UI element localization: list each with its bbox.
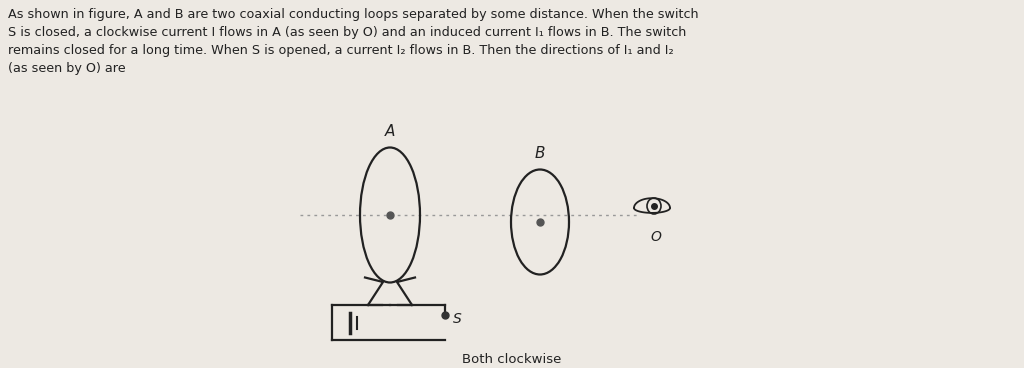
Text: O: O bbox=[650, 230, 662, 244]
Text: B: B bbox=[535, 146, 545, 162]
Text: S: S bbox=[453, 312, 462, 326]
Text: A: A bbox=[385, 124, 395, 139]
Text: Both clockwise: Both clockwise bbox=[462, 353, 562, 366]
Text: As shown in figure, A and B are two coaxial conducting loops separated by some d: As shown in figure, A and B are two coax… bbox=[8, 8, 698, 75]
